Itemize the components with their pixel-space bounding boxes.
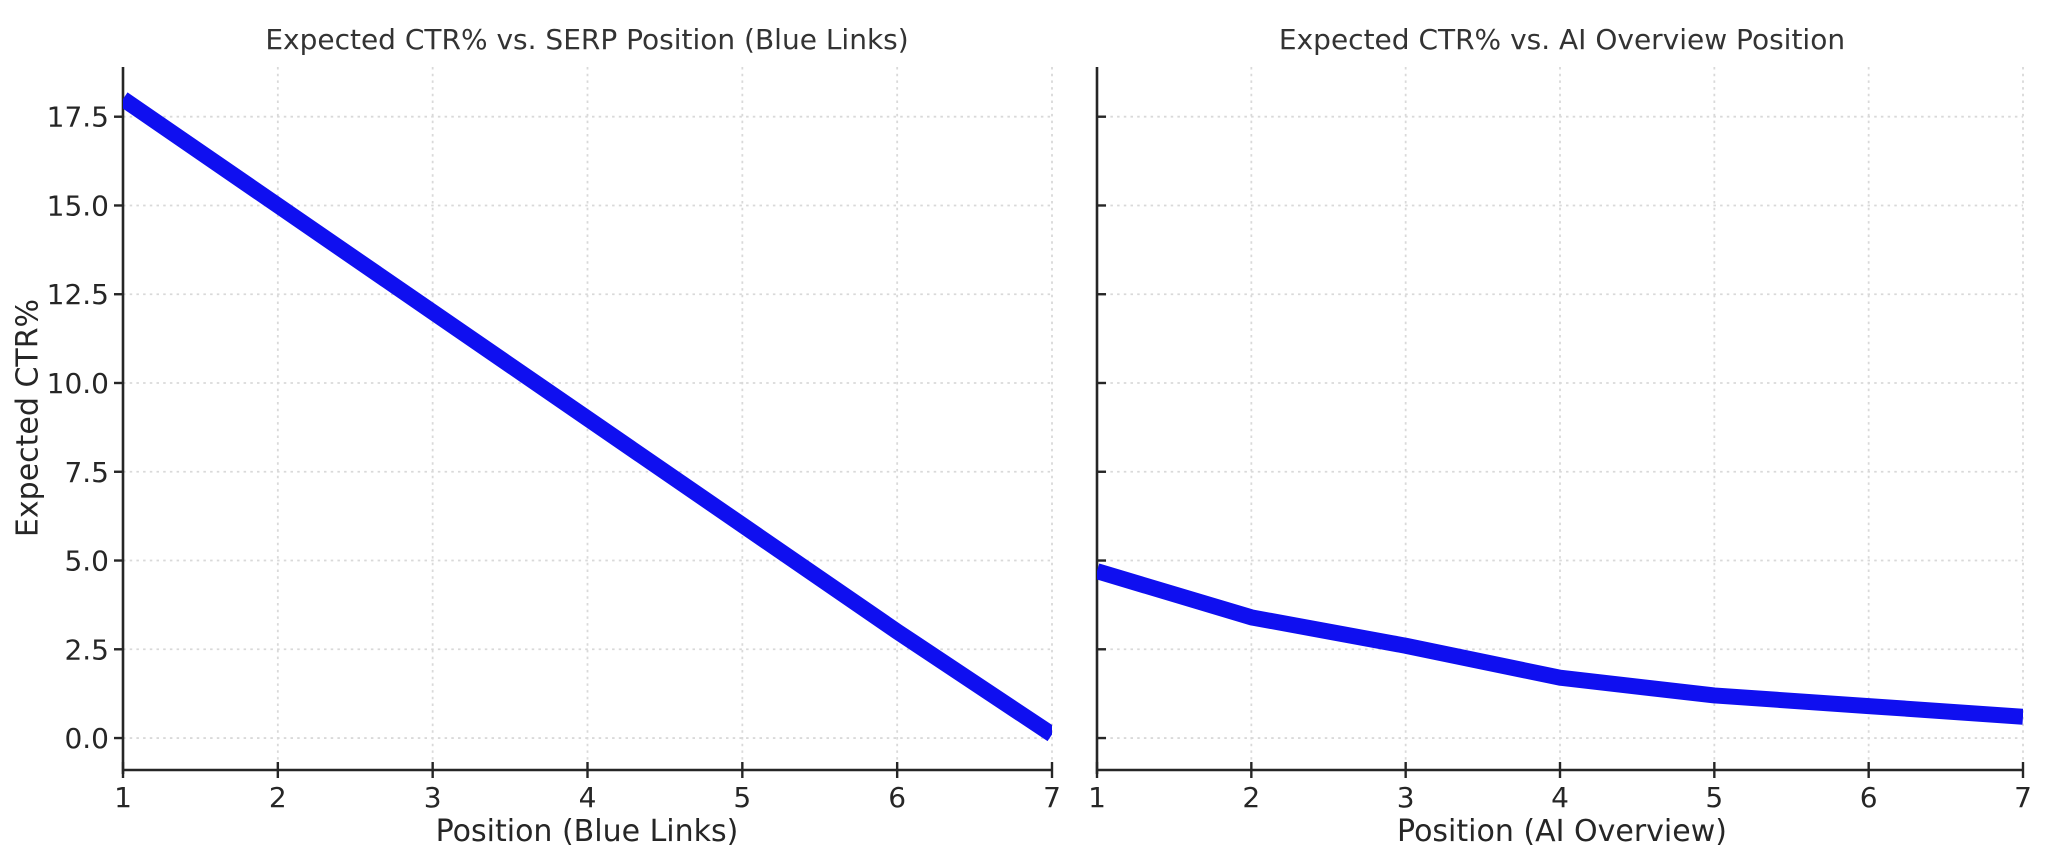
y-tick-label: 10.0: [47, 367, 109, 400]
ai-overview-ctr-line: [1097, 563, 2023, 725]
gridlines: [1096, 67, 2024, 770]
x-tick-label: 7: [2014, 781, 2032, 814]
x-tick-label: 3: [1397, 781, 1415, 814]
x-tick-label: 1: [114, 781, 132, 814]
right-x-axis-label: Position (AI Overview): [1397, 814, 1727, 849]
y-tick-label: 15.0: [47, 189, 109, 222]
left-x-axis-label: Position (Blue Links): [435, 814, 739, 849]
tick-labels: 1 2 3 4 5 6 7: [1088, 781, 2032, 814]
y-tick-label: 7.5: [64, 456, 109, 489]
x-tick-label: 7: [1043, 781, 1061, 814]
x-tick-label: 5: [733, 781, 751, 814]
x-tick-label: 2: [1242, 781, 1260, 814]
tick-marks: [1095, 115, 2025, 778]
x-tick-label: 4: [579, 781, 597, 814]
y-tick-label: 5.0: [64, 545, 109, 578]
blue-links-ctr-line: [123, 92, 1052, 742]
y-tick-label: 17.5: [47, 101, 109, 134]
x-tick-label: 2: [269, 781, 287, 814]
y-tick-label: 12.5: [47, 278, 109, 311]
tick-labels: 1 2 3 4 5 6 7 0.0 2.5 5.0 7.5 10.0 12.5 15.0 17.5: [47, 101, 1061, 814]
y-tick-label: 0.0: [64, 722, 109, 755]
x-tick-label: 3: [424, 781, 442, 814]
x-tick-label: 6: [888, 781, 906, 814]
left-chart-title: Expected CTR% vs. SERP Position (Blue Li…: [265, 23, 909, 56]
tick-marks: [114, 115, 1054, 778]
y-tick-label: 2.5: [64, 633, 109, 666]
x-tick-label: 5: [1705, 781, 1723, 814]
axis-spines: [1095, 67, 2024, 774]
axes-blue-links: 1 2 3 4 5 6 7 0.0 2.5 5.0 7.5 10.0 12.5 15.0 17.5: [47, 67, 1061, 814]
right-chart-title: Expected CTR% vs. AI Overview Position: [1278, 23, 1846, 56]
y-axis-label: Expected CTR%: [10, 298, 46, 538]
axes-ai-overview: 1 2 3 4 5 6 7: [1088, 67, 2032, 814]
x-tick-label: 1: [1088, 781, 1106, 814]
x-tick-label: 4: [1551, 781, 1569, 814]
x-tick-label: 6: [1860, 781, 1878, 814]
